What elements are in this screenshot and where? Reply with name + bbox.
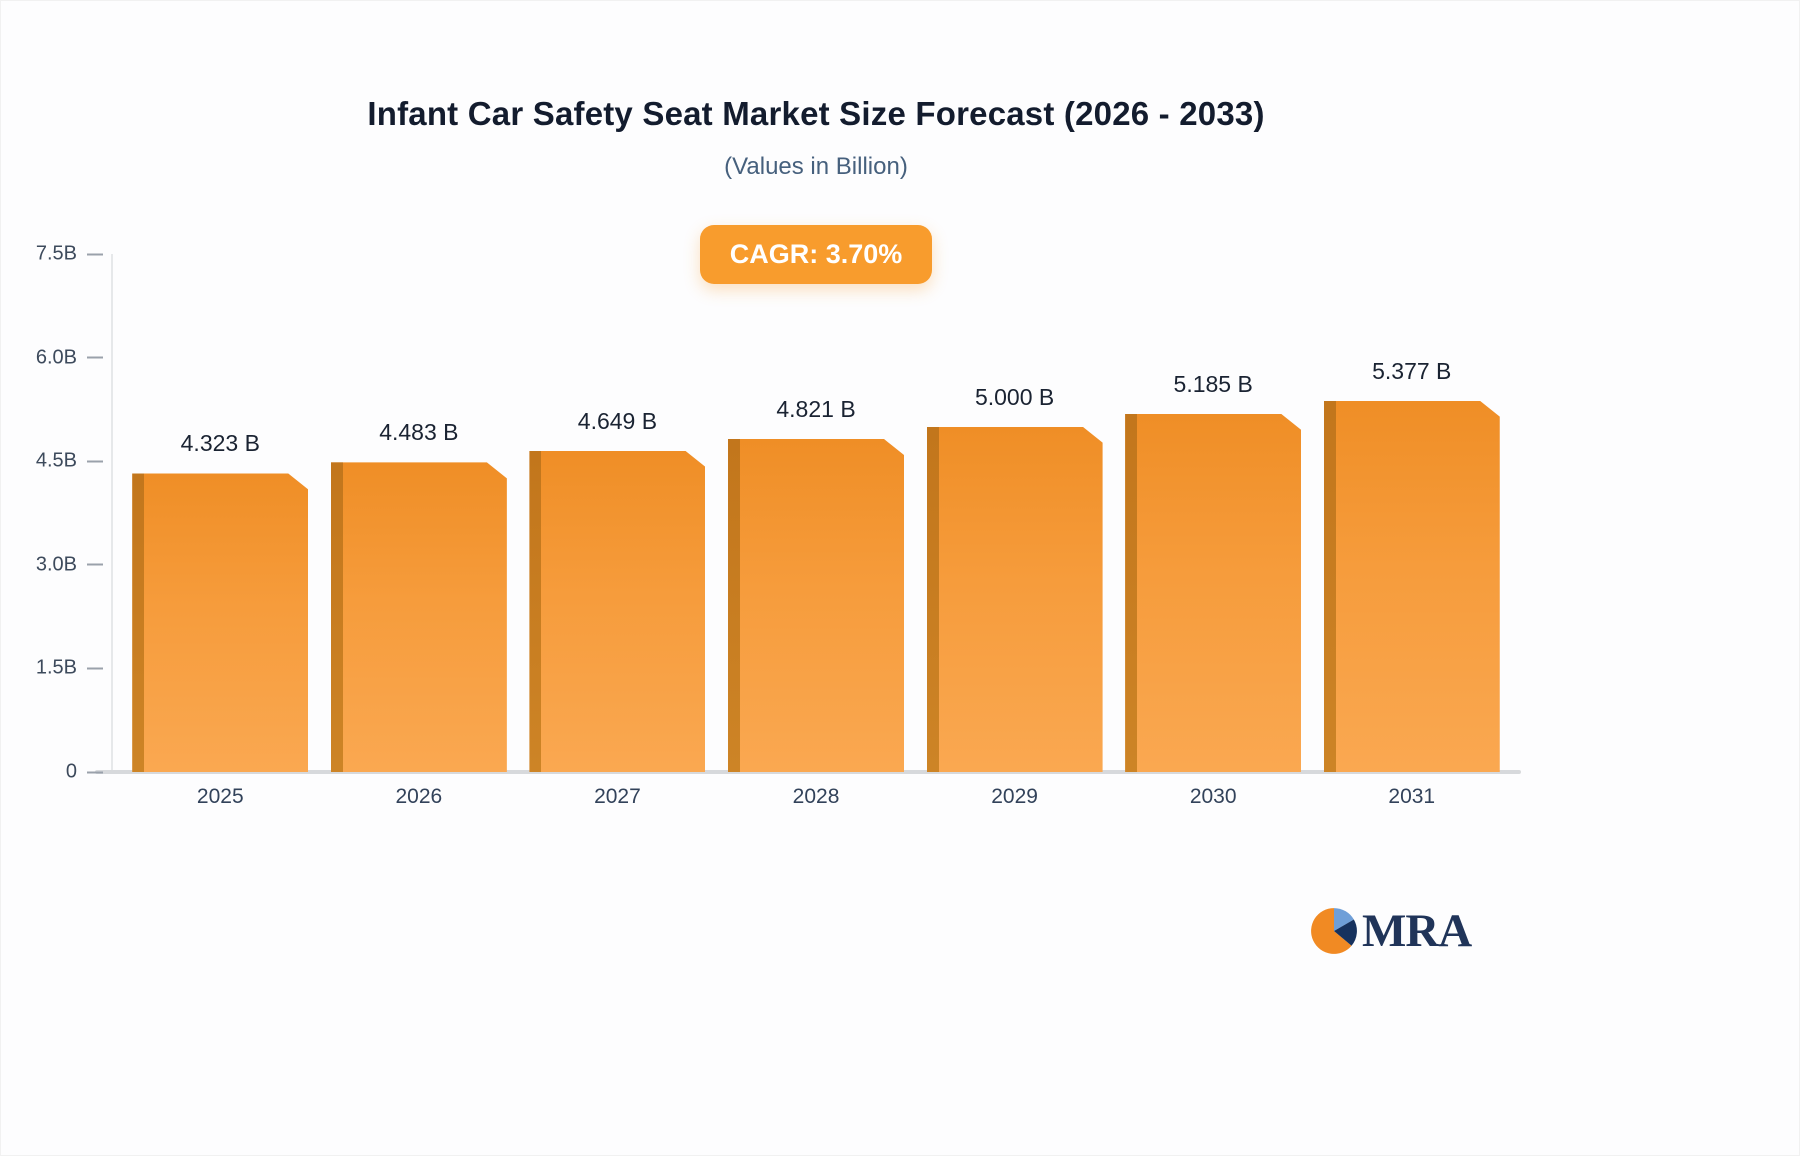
bar-slot: 4.649 B xyxy=(518,254,717,772)
bar-value-label: 4.649 B xyxy=(577,407,658,434)
x-axis-label: 2030 xyxy=(1189,785,1237,808)
bar-3d-side-face xyxy=(132,473,144,772)
y-axis-tick: 1.5B xyxy=(1,656,103,680)
bar-slot: 5.000 B xyxy=(915,254,1114,772)
cagr-badge: CAGR: 3.70% xyxy=(699,225,933,284)
bar-3d-side-face xyxy=(1324,401,1336,772)
bar-slot: 5.377 B xyxy=(1312,254,1511,772)
bar xyxy=(728,439,904,772)
chart-header: Infant Car Safety Seat Market Size Forec… xyxy=(111,95,1521,181)
bars-container: 4.323 B 4.483 B 4.649 B 4.821 B 5.000 B 5.185… xyxy=(121,254,1511,772)
y-axis-tick-mark xyxy=(87,460,103,463)
bar-3d-side-face xyxy=(331,462,343,772)
y-axis-tick-label: 4.5B xyxy=(35,449,77,472)
y-axis-tick-mark xyxy=(87,667,103,670)
bar-3d-side-face xyxy=(728,439,740,772)
brand-logo-text: MRA xyxy=(1362,905,1472,957)
x-axis-label: 2025 xyxy=(196,785,244,808)
bar xyxy=(529,451,705,772)
x-axis-label: 2027 xyxy=(594,785,641,808)
cagr-badge-row: CAGR: 3.70% xyxy=(111,225,1521,284)
y-axis-tick-mark xyxy=(87,563,103,566)
bar xyxy=(927,427,1103,772)
x-axis-label: 2031 xyxy=(1388,785,1436,808)
y-axis-tick: 0 xyxy=(1,760,103,784)
chart-subtitle: (Values in Billion) xyxy=(724,153,908,180)
brand-logo: MRA xyxy=(1309,904,1472,958)
bar-value-label: 4.821 B xyxy=(776,396,856,423)
brand-logo-pie-icon xyxy=(1311,908,1357,954)
x-axis xyxy=(95,770,1521,774)
bar-3d-side-face xyxy=(927,427,939,772)
bar xyxy=(1125,414,1301,772)
x-axis-label: 2026 xyxy=(395,785,443,808)
bar-slot: 4.323 B xyxy=(121,254,320,772)
y-axis-tick: 6.0B xyxy=(1,346,103,369)
bar xyxy=(331,462,507,772)
bar-value-label: 4.323 B xyxy=(180,430,260,457)
y-axis-tick-mark xyxy=(87,771,103,773)
bar-value-label: 4.483 B xyxy=(379,419,459,446)
x-axis-labels: 2025 2026 2027 2028 2029 2030 2031 xyxy=(111,785,1521,809)
bar-value-label: 5.000 B xyxy=(974,383,1055,410)
bar-value-label: 5.185 B xyxy=(1173,370,1253,397)
bar-slot: 4.821 B xyxy=(717,254,916,772)
bar-3d-side-face xyxy=(1125,414,1137,772)
bar xyxy=(132,473,308,772)
bar-slot: 4.483 B xyxy=(320,254,519,772)
y-axis-tick: 3.0B xyxy=(1,553,103,576)
bar xyxy=(1324,401,1500,772)
y-axis-tick: 7.5B xyxy=(1,242,103,266)
bar-3d-side-face xyxy=(529,451,541,772)
y-axis-tick-label: 7.5B xyxy=(35,242,77,265)
chart-title: Infant Car Safety Seat Market Size Forec… xyxy=(367,95,1265,132)
y-axis-tick-label: 6.0B xyxy=(35,346,77,369)
x-axis-label: 2029 xyxy=(991,785,1038,808)
x-axis-label: 2028 xyxy=(792,785,840,808)
y-axis-tick-mark xyxy=(87,253,103,255)
y-axis-tick-label: 3.0B xyxy=(35,553,77,576)
bar-chart-plot-area: 7.5B 6.0B 4.5B 3.0B 1.5B 0 4.323 B 4.483 B 4.64… xyxy=(36,243,1521,783)
y-axis xyxy=(111,254,113,772)
y-axis-tick: 4.5B xyxy=(1,449,103,473)
y-axis-tick-label: 1.5B xyxy=(35,656,77,679)
y-axis-tick-mark xyxy=(87,356,103,359)
bar-slot: 5.185 B xyxy=(1114,254,1313,772)
y-axis-tick-label: 0 xyxy=(65,760,77,783)
bar-value-label: 5.377 B xyxy=(1372,357,1452,384)
